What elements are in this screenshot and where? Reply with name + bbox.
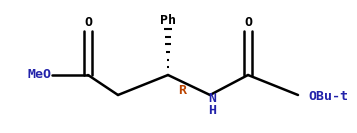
Text: O: O (244, 16, 252, 30)
Text: H: H (208, 103, 216, 117)
Text: Ph: Ph (160, 14, 176, 28)
Text: OBu-t: OBu-t (308, 90, 348, 103)
Text: MeO: MeO (28, 68, 52, 82)
Text: R: R (178, 84, 186, 97)
Text: O: O (84, 16, 92, 30)
Text: N: N (208, 92, 216, 105)
